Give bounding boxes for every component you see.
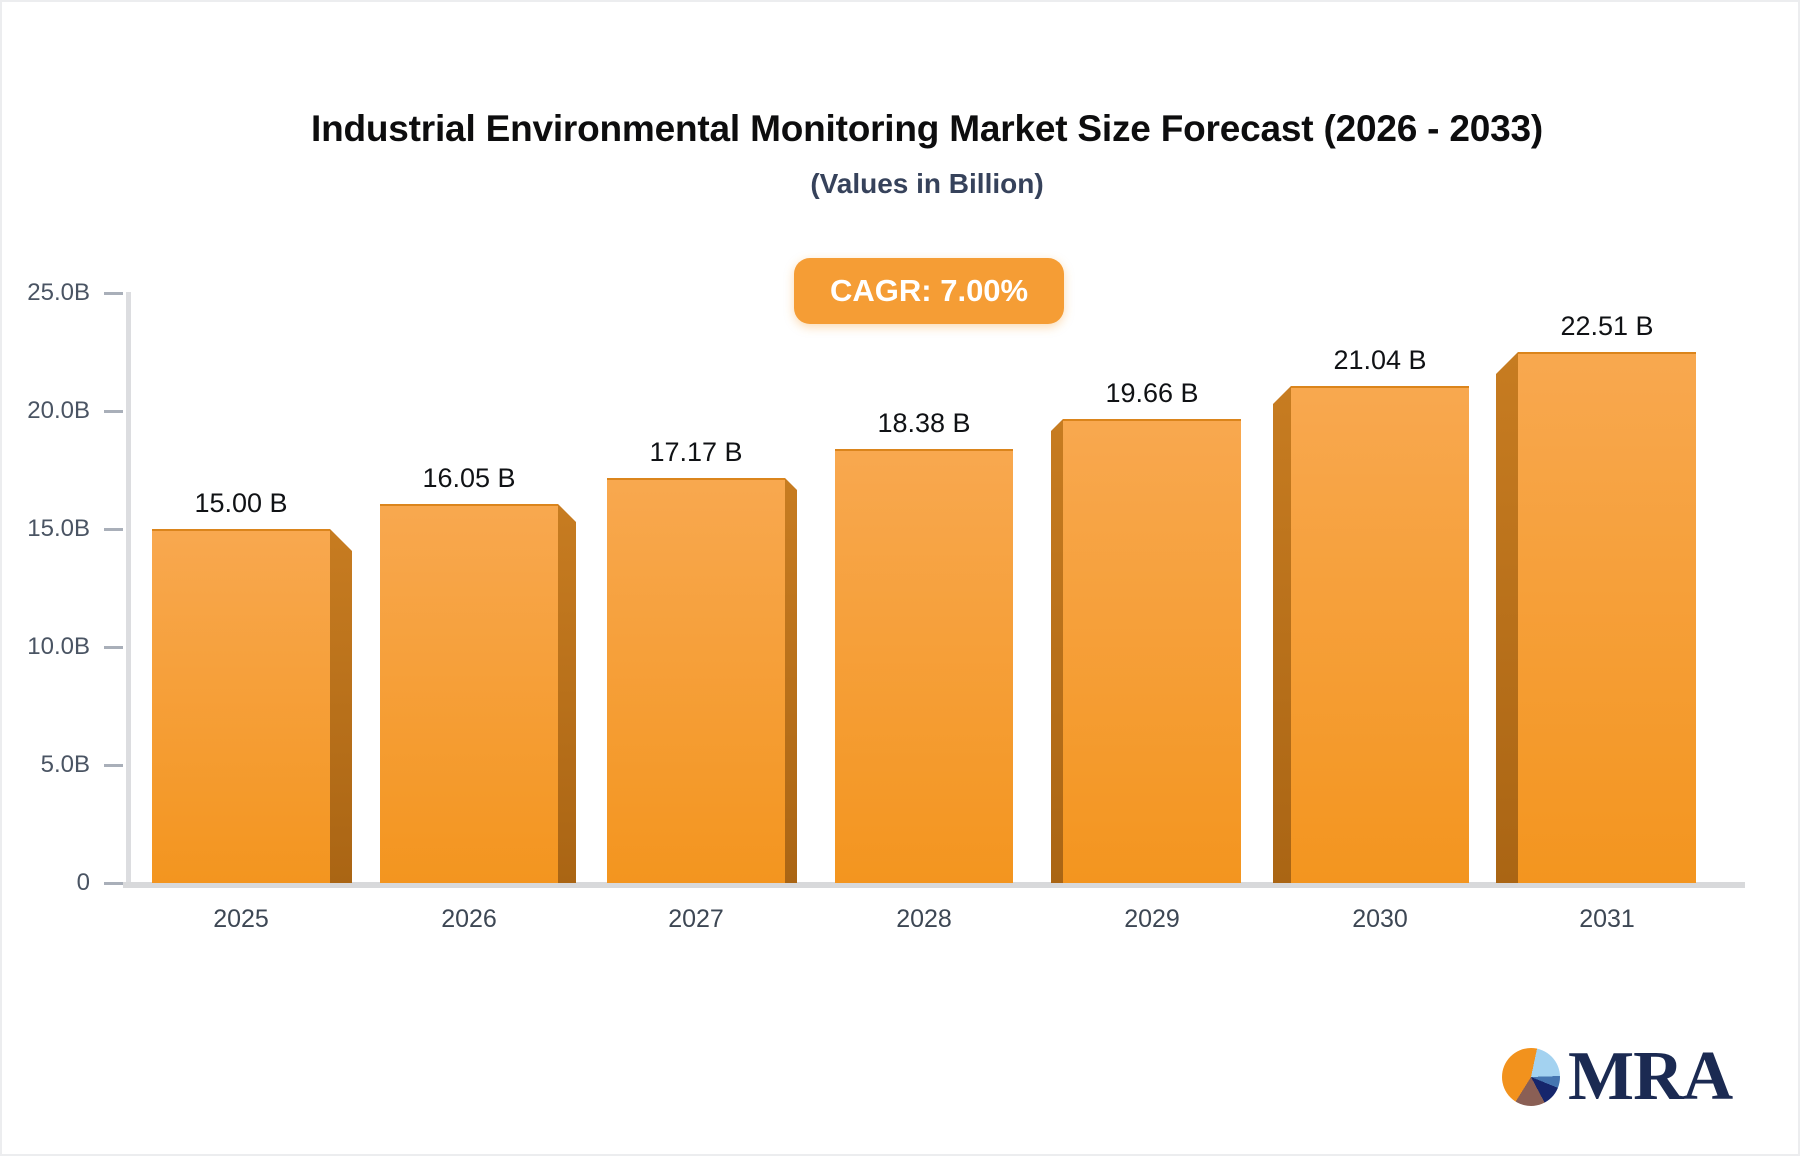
bar [607, 478, 785, 883]
chart-title: Industrial Environmental Monitoring Mark… [311, 108, 1543, 149]
y-axis-tick-label: 0 [76, 869, 90, 896]
x-axis-baseline [123, 882, 1745, 888]
bar-side-panel [785, 478, 797, 883]
y-axis-tick-mark [104, 646, 123, 649]
x-axis-label: 2028 [896, 905, 952, 933]
bar [835, 449, 1013, 883]
bar [1291, 386, 1469, 883]
x-axis-label: 2029 [1124, 905, 1180, 933]
bar-value-label: 19.66 B [1105, 378, 1199, 408]
bar-side-panel [1051, 419, 1063, 883]
x-axis-label: 2031 [1579, 905, 1635, 933]
y-axis-tick-label: 20.0B [27, 397, 90, 424]
bar [380, 504, 558, 883]
bar-side-panel [1273, 386, 1291, 883]
y-axis-tick-mark [104, 764, 123, 767]
pie-chart-icon [1502, 1048, 1560, 1106]
mra-logo: MRA [1502, 1038, 1733, 1120]
bar-value-label: 18.38 B [877, 408, 971, 438]
y-axis-tick-label: 10.0B [27, 633, 90, 660]
bar-value-label: 16.05 B [422, 463, 516, 493]
x-axis-label: 2026 [441, 905, 497, 933]
y-axis-line [126, 292, 131, 884]
y-axis-tick-mark [104, 882, 123, 885]
bar-value-label: 22.51 B [1560, 311, 1654, 341]
y-axis-tick-label: 15.0B [27, 515, 90, 542]
bar-value-label: 15.00 B [194, 488, 288, 518]
cagr-badge: CAGR: 7.00% [794, 258, 1065, 324]
bar-value-label: 17.17 B [649, 437, 743, 467]
y-axis-tick-mark [104, 410, 123, 413]
y-axis-tick-label: 25.0B [27, 279, 90, 306]
bar-side-panel [558, 504, 576, 883]
y-axis-tick-mark [104, 528, 123, 531]
bar [1518, 352, 1696, 883]
bar-side-panel [1496, 352, 1518, 883]
bar [1063, 419, 1241, 883]
bar-value-label: 21.04 B [1333, 345, 1427, 375]
logo-text: MRA [1568, 1038, 1733, 1115]
y-axis-tick-mark [104, 292, 123, 295]
bar-side-panel [330, 529, 352, 883]
chart-subtitle: (Values in Billion) [810, 168, 1044, 199]
bar [152, 529, 330, 883]
x-axis-label: 2030 [1352, 905, 1408, 933]
y-axis-tick-label: 5.0B [40, 751, 90, 778]
x-axis-label: 2027 [668, 905, 724, 933]
x-axis-label: 2025 [213, 905, 269, 933]
